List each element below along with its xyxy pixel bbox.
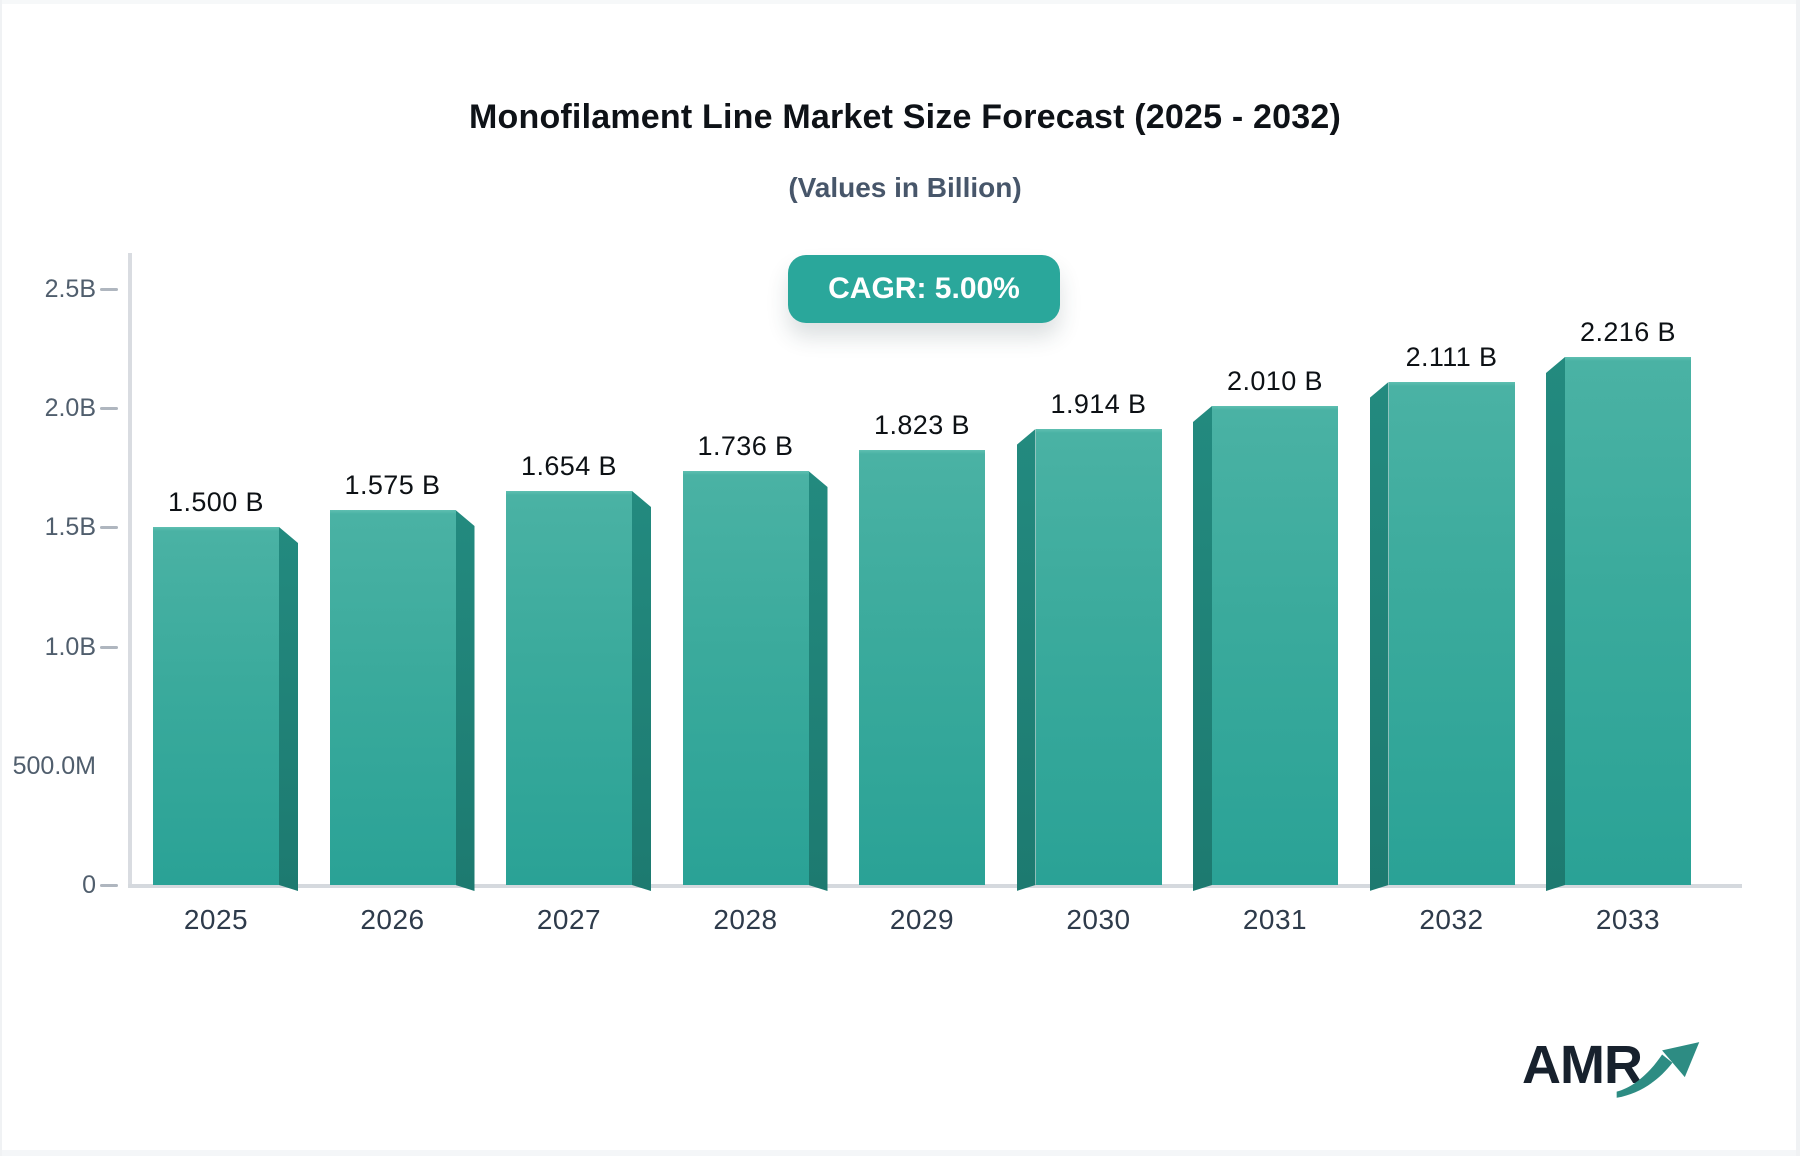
x-tick-label: 2026 xyxy=(360,904,425,935)
x-tick-label: 2032 xyxy=(1419,904,1484,935)
bar-value-label: 2.111 B xyxy=(1405,342,1498,372)
y-tick-label: 0 xyxy=(82,871,96,899)
y-axis-line xyxy=(128,253,132,887)
bar-2026[interactable] xyxy=(329,510,456,885)
x-tick-label: 2028 xyxy=(713,904,778,935)
y-tick-dash xyxy=(100,407,118,411)
bar-side-face xyxy=(1546,357,1565,891)
bar-2030[interactable] xyxy=(1035,429,1162,885)
bar-side-face xyxy=(1017,429,1036,891)
bar-value-label: 1.914 B xyxy=(1050,389,1147,419)
bar-side-face xyxy=(632,491,651,891)
page-subtitle: (Values in Billion) xyxy=(788,172,1022,203)
y-tick-label: 2.0B xyxy=(44,394,96,423)
bar-value-label: 2.216 B xyxy=(1580,317,1676,347)
y-tick-label: 500.0M xyxy=(12,751,96,780)
bar-side-face xyxy=(809,471,828,891)
y-tick-label: 1.0B xyxy=(44,632,96,661)
y-tick-dash xyxy=(100,526,118,530)
bar-value-label: 1.823 B xyxy=(874,410,970,440)
bar-2027[interactable] xyxy=(506,491,632,885)
x-axis-line xyxy=(128,884,1742,888)
bar-value-label: 1.500 B xyxy=(168,487,264,517)
bar-side-face xyxy=(1193,406,1212,891)
x-tick-label: 2030 xyxy=(1066,904,1131,935)
bar-value-label: 1.575 B xyxy=(344,470,441,500)
y-tick-dash xyxy=(100,288,118,291)
bar-2031[interactable] xyxy=(1212,406,1338,885)
x-tick-label: 2025 xyxy=(183,904,249,935)
x-tick-label: 2031 xyxy=(1242,904,1308,935)
y-tick-label: 2.5B xyxy=(44,275,96,303)
bar-value-label: 1.654 B xyxy=(521,451,617,481)
amr-logo-text: AMR xyxy=(1522,1035,1643,1095)
bar-2025[interactable] xyxy=(153,527,279,885)
page-title: Monofilament Line Market Size Forecast (… xyxy=(468,98,1341,136)
bar-side-face xyxy=(1370,382,1389,891)
x-tick-label: 2029 xyxy=(889,904,955,935)
x-tick-label: 2033 xyxy=(1595,904,1661,935)
bar-side-face xyxy=(456,510,475,891)
bar-2032[interactable] xyxy=(1388,382,1515,885)
cagr-badge: CAGR: 5.00% xyxy=(788,255,1060,323)
page-top-border xyxy=(0,0,1800,4)
growth-arrow-icon xyxy=(1616,1042,1700,1098)
y-tick-dash xyxy=(100,645,118,649)
y-tick-dash xyxy=(100,884,118,887)
page-bottom-border xyxy=(0,1150,1800,1156)
x-tick-label: 2027 xyxy=(536,904,602,935)
bar-2033[interactable] xyxy=(1565,357,1691,885)
bar-value-label: 2.010 B xyxy=(1227,366,1323,396)
bar-2029[interactable] xyxy=(859,450,985,885)
y-tick-label: 1.5B xyxy=(44,513,96,542)
bar-2028[interactable] xyxy=(682,471,809,885)
bar-value-label: 1.736 B xyxy=(697,431,794,461)
bar-side-face xyxy=(279,527,298,891)
amr-logo: AMR xyxy=(1522,1034,1712,1114)
